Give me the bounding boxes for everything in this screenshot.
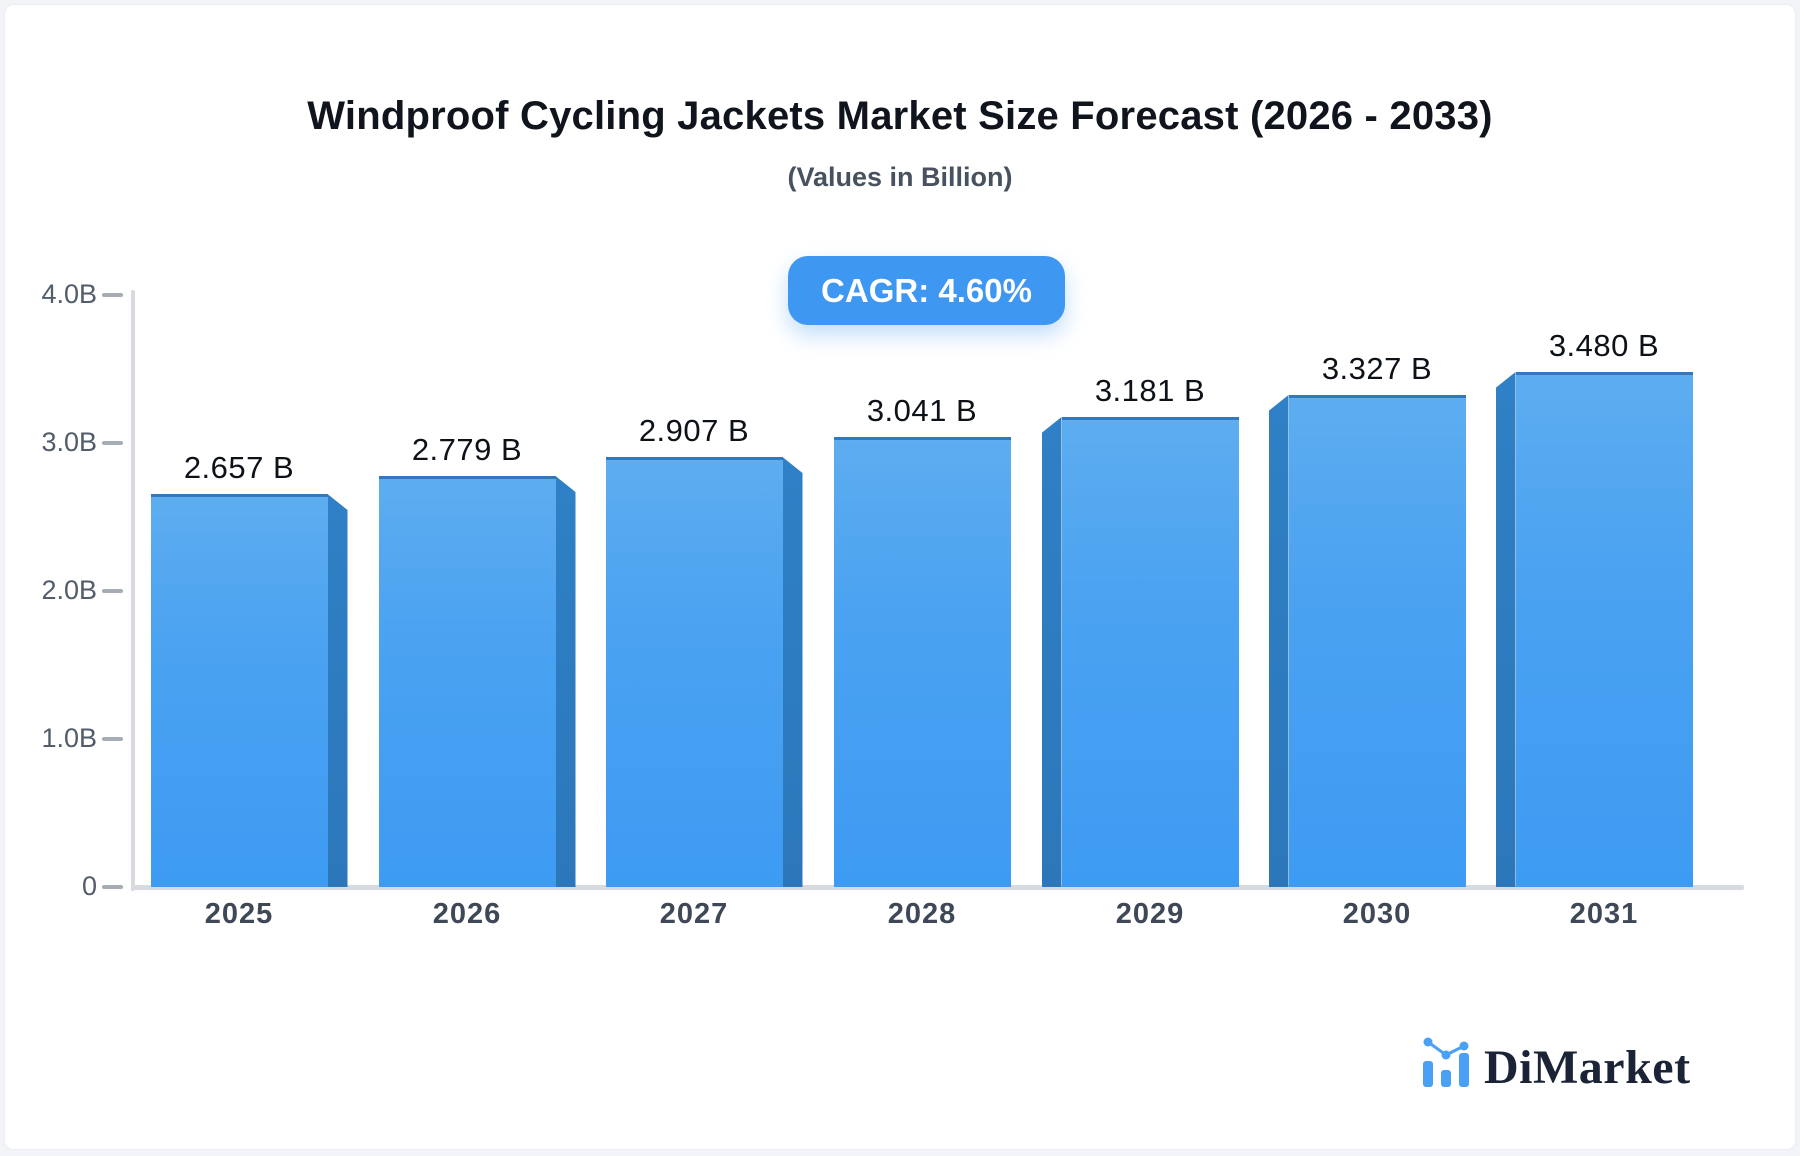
bar-value-label: 2.779 B [411,432,523,467]
y-tick-mark [102,441,123,446]
bar-face [150,494,328,887]
x-axis-label: 2025 [204,898,274,930]
x-axis-label: 2027 [659,898,729,930]
page-title: Windproof Cycling Jackets Market Size Fo… [307,94,1493,138]
bar-2025 [150,494,348,887]
bar-value-label: 3.181 B [1094,373,1206,408]
bar-2026 [378,476,576,887]
bar-side-face [1041,417,1062,887]
x-axis-label: 2028 [887,898,957,930]
y-tick-label: 3.0B [41,427,97,458]
mini-bar-chart-icon [1420,1035,1472,1094]
bar-value-label: 3.480 B [1548,328,1660,363]
x-axis-label: 2031 [1569,898,1639,930]
y-tick-label: 2.0B [41,575,97,606]
bar-2029 [1041,417,1239,887]
y-tick-label: 0 [81,871,97,901]
page-subtitle: (Values in Billion) [787,162,1013,192]
bar-side-face [782,457,803,887]
bar-side-face [1268,395,1289,887]
bar-face [1061,417,1239,887]
logo-text: DiMarket [1484,1041,1691,1094]
bar-value-label: 3.041 B [866,393,978,428]
x-axis-line [131,885,1744,890]
bar-face [378,476,556,887]
bar-face [1515,372,1693,887]
dimarket-logo: DiMarket [1420,1035,1691,1094]
y-axis-line [131,290,135,891]
cagr-badge: CAGR: 4.60% [788,256,1065,325]
bar-face [833,437,1011,887]
bar-value-label: 3.327 B [1321,351,1433,386]
y-tick-label: 1.0B [41,723,97,754]
y-tick-mark [102,885,123,889]
bar-2028 [833,437,1011,887]
bar-value-label: 2.657 B [183,450,295,485]
bar-face [1288,395,1466,887]
y-tick-mark [102,737,123,742]
y-tick-mark [102,589,123,594]
x-axis-label: 2030 [1342,898,1412,930]
x-axis-label: 2026 [432,898,502,930]
y-tick-label: 4.0B [41,279,97,310]
bar-face [605,457,783,887]
bar-side-face [327,494,348,887]
bar-2027 [605,457,803,887]
x-axis-label: 2029 [1115,898,1185,930]
bar-side-face [555,476,576,887]
bar-2031 [1495,372,1693,887]
bar-2030 [1268,395,1466,887]
y-tick-mark [102,293,123,298]
bar-value-label: 2.907 B [638,413,750,448]
bar-side-face [1495,372,1516,887]
